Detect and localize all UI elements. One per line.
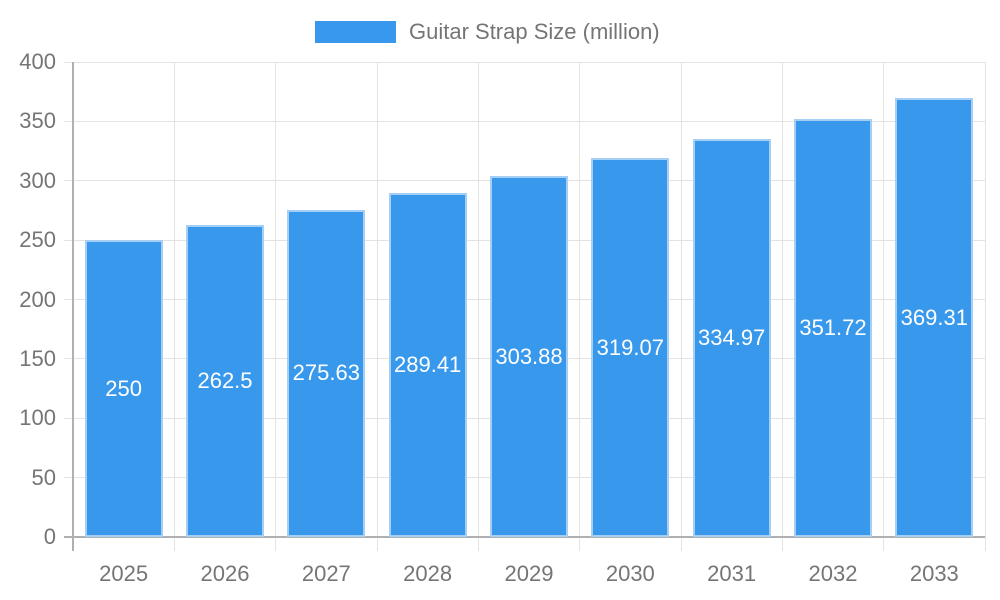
bar-value-label: 369.31 xyxy=(900,304,968,330)
grid-line-v xyxy=(579,62,581,551)
grid-line-v xyxy=(984,62,986,551)
x-axis-tick-label: 2028 xyxy=(403,561,453,586)
x-axis-tick-label: 2026 xyxy=(200,561,250,586)
x-axis-tick-label: 2025 xyxy=(99,561,149,586)
y-axis-tick-label: 0 xyxy=(43,524,56,549)
y-axis-tick-label: 200 xyxy=(19,286,56,312)
x-axis-tick-label: 2033 xyxy=(909,561,959,586)
grid-line-h xyxy=(64,120,985,122)
grid-line-v xyxy=(680,62,682,551)
bar xyxy=(490,176,568,537)
y-axis-line xyxy=(72,62,74,551)
bar xyxy=(692,139,771,537)
legend-item[interactable]: Guitar Strap Size (million) xyxy=(315,20,660,44)
legend-label: Guitar Strap Size (million) xyxy=(409,19,660,44)
x-axis-line xyxy=(64,536,985,538)
bar xyxy=(84,240,163,537)
legend-swatch-icon xyxy=(315,21,396,43)
bar xyxy=(287,209,366,537)
y-axis-tick-label: 250 xyxy=(19,227,56,253)
bar xyxy=(591,158,670,537)
bar-value-label: 289.41 xyxy=(394,352,462,378)
x-axis-tick-label: 2030 xyxy=(605,561,655,586)
y-axis-tick-label: 150 xyxy=(19,345,56,371)
x-axis-tick-label: 2027 xyxy=(301,561,351,586)
y-axis-tick-label: 50 xyxy=(31,464,56,490)
bar-value-label: 351.72 xyxy=(799,315,867,341)
bar-value-label: 319.07 xyxy=(596,334,664,360)
grid-line-v xyxy=(477,62,479,551)
x-axis-tick-label: 2032 xyxy=(808,561,858,586)
grid-line-v xyxy=(781,62,783,551)
x-axis-tick-label: 2031 xyxy=(707,561,757,586)
y-axis-tick-label: 100 xyxy=(19,405,56,431)
bar xyxy=(388,193,467,537)
bar-value-label: 250 xyxy=(105,375,143,401)
y-axis-tick-label: 400 xyxy=(19,49,56,74)
grid-line-h xyxy=(64,61,985,63)
bar xyxy=(794,119,872,537)
grid-line-v xyxy=(376,62,378,551)
bar xyxy=(895,98,974,537)
bar-value-label: 262.5 xyxy=(197,368,253,394)
grid-line-v xyxy=(173,62,175,551)
bar xyxy=(186,225,264,537)
y-axis-tick-label: 350 xyxy=(19,108,56,134)
bar-value-label: 334.97 xyxy=(698,325,766,351)
bar-value-label: 275.63 xyxy=(292,360,360,386)
bar-value-label: 303.88 xyxy=(495,343,563,369)
y-axis-tick-label: 300 xyxy=(19,167,56,193)
x-axis-tick-label: 2029 xyxy=(504,561,554,586)
grid-line-v xyxy=(883,62,885,551)
grid-line-v xyxy=(275,62,277,551)
